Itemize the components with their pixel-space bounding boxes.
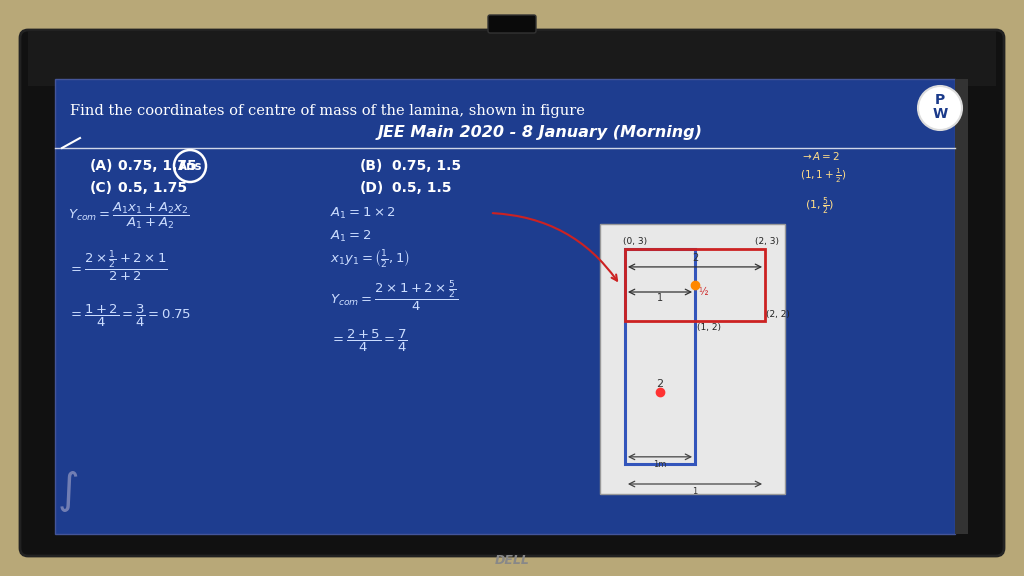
Text: $\rightarrow A=2$: $\rightarrow A=2$ <box>800 150 840 162</box>
Text: DELL: DELL <box>495 555 529 567</box>
Text: (D): (D) <box>360 181 384 195</box>
Text: 2: 2 <box>692 253 698 263</box>
Circle shape <box>918 86 962 130</box>
Text: Ans: Ans <box>178 160 203 172</box>
Text: 0.75, 1.75: 0.75, 1.75 <box>118 159 197 173</box>
Text: (0, 3): (0, 3) <box>623 237 647 246</box>
Text: 0.5, 1.75: 0.5, 1.75 <box>118 181 187 195</box>
Text: $= \dfrac{1+2}{4} = \dfrac{3}{4} = 0.75$: $= \dfrac{1+2}{4} = \dfrac{3}{4} = 0.75$ <box>68 303 191 329</box>
Text: $x_1 y_1 = \left(\frac{1}{2}, 1\right)$: $x_1 y_1 = \left(\frac{1}{2}, 1\right)$ <box>330 248 410 270</box>
Text: Find the coordinates of centre of mass of the lamina, shown in figure: Find the coordinates of centre of mass o… <box>70 104 585 118</box>
Text: (C): (C) <box>90 181 113 195</box>
Text: $A_1 = 2$: $A_1 = 2$ <box>330 229 372 244</box>
Text: 1m: 1m <box>653 460 667 469</box>
Bar <box>625 249 765 321</box>
Bar <box>28 31 996 86</box>
Bar <box>600 224 785 494</box>
Text: $A_1 = 1 \times 2$: $A_1 = 1 \times 2$ <box>330 206 396 221</box>
Text: P: P <box>935 93 945 107</box>
Text: 1: 1 <box>692 487 697 496</box>
Text: ½: ½ <box>698 287 708 297</box>
Bar <box>55 79 955 534</box>
Text: $(1, 1+\frac{1}{2})$: $(1, 1+\frac{1}{2})$ <box>800 167 847 185</box>
Text: (A): (A) <box>90 159 114 173</box>
Text: 1: 1 <box>657 293 664 303</box>
Text: $Y_{com} = \dfrac{A_1 x_1 + A_2 x_2}{A_1 + A_2}$: $Y_{com} = \dfrac{A_1 x_1 + A_2 x_2}{A_1… <box>68 201 189 231</box>
FancyBboxPatch shape <box>488 15 536 33</box>
Text: $Y_{com} = \dfrac{2 \times 1 + 2 \times \frac{5}{2}}{4}$: $Y_{com} = \dfrac{2 \times 1 + 2 \times … <box>330 278 458 313</box>
Text: 0.5, 1.5: 0.5, 1.5 <box>392 181 452 195</box>
Text: ∫: ∫ <box>57 470 79 512</box>
Text: JEE Main 2020 - 8 January (Morning): JEE Main 2020 - 8 January (Morning) <box>378 126 702 141</box>
Text: W: W <box>933 107 947 121</box>
Text: (B): (B) <box>360 159 383 173</box>
Text: (2, 2): (2, 2) <box>766 310 790 319</box>
Text: 2: 2 <box>656 380 664 389</box>
Text: (2, 3): (2, 3) <box>755 237 779 246</box>
Text: $(1, \frac{5}{2})$: $(1, \frac{5}{2})$ <box>805 195 834 217</box>
FancyBboxPatch shape <box>20 30 1004 556</box>
Text: $= \dfrac{2+5}{4} = \dfrac{7}{4}$: $= \dfrac{2+5}{4} = \dfrac{7}{4}$ <box>330 328 408 354</box>
Bar <box>625 249 695 464</box>
Text: (1, 2): (1, 2) <box>697 323 721 332</box>
Text: $= \dfrac{2 \times \frac{1}{2} + 2 \times 1}{2 + 2}$: $= \dfrac{2 \times \frac{1}{2} + 2 \time… <box>68 248 168 283</box>
Bar <box>955 79 968 534</box>
Text: 0.75, 1.5: 0.75, 1.5 <box>392 159 461 173</box>
